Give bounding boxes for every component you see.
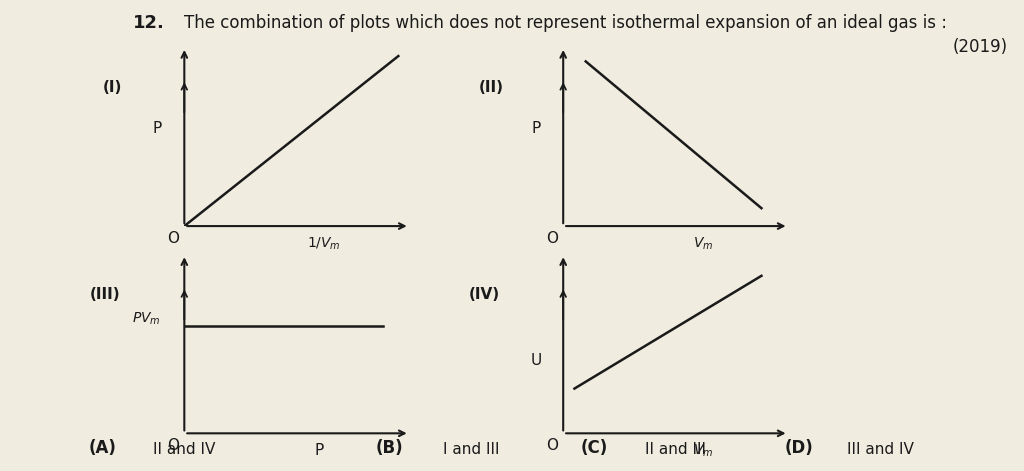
Text: P: P bbox=[314, 443, 325, 458]
Text: P: P bbox=[153, 121, 162, 136]
Text: O: O bbox=[167, 231, 179, 246]
Text: II and IV: II and IV bbox=[154, 442, 215, 457]
Text: (I): (I) bbox=[102, 80, 122, 95]
Text: U: U bbox=[530, 353, 542, 368]
Text: III and IV: III and IV bbox=[847, 442, 914, 457]
Text: 12.: 12. bbox=[133, 14, 165, 32]
Text: (IV): (IV) bbox=[469, 287, 500, 302]
Text: (D): (D) bbox=[784, 439, 813, 457]
Text: (III): (III) bbox=[90, 287, 121, 302]
Text: The combination of plots which does not represent isothermal expansion of an ide: The combination of plots which does not … bbox=[184, 14, 947, 32]
Text: I and III: I and III bbox=[442, 442, 500, 457]
Text: (2019): (2019) bbox=[952, 38, 1008, 56]
Text: $PV_m$: $PV_m$ bbox=[132, 310, 161, 327]
Text: II and III: II and III bbox=[645, 442, 707, 457]
Text: $V_m$: $V_m$ bbox=[692, 443, 713, 459]
Text: (A): (A) bbox=[88, 439, 117, 457]
Text: P: P bbox=[531, 121, 541, 136]
Text: (B): (B) bbox=[376, 439, 402, 457]
Text: (II): (II) bbox=[478, 80, 504, 95]
Text: $V_m$: $V_m$ bbox=[692, 236, 713, 252]
Text: $1/V_m$: $1/V_m$ bbox=[307, 236, 341, 252]
Text: O: O bbox=[167, 439, 179, 454]
Text: (C): (C) bbox=[581, 439, 607, 457]
Text: O: O bbox=[546, 439, 558, 454]
Text: O: O bbox=[546, 231, 558, 246]
